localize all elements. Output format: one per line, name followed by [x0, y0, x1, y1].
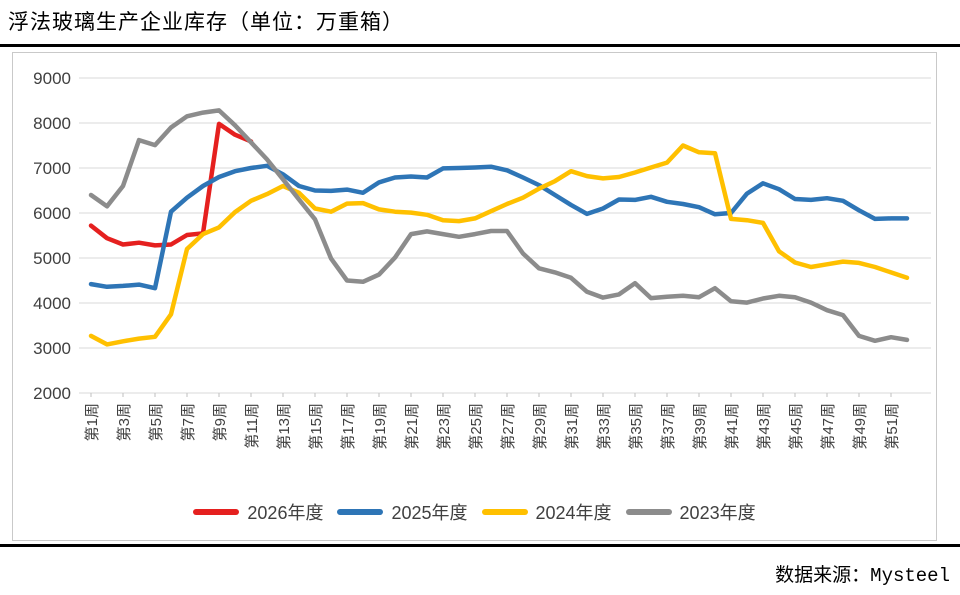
legend-label: 2026年度: [247, 503, 324, 523]
series-line-2024年度: [88, 143, 910, 347]
x-tick-label: 第29周: [531, 403, 549, 450]
series-line-2026年度: [88, 121, 254, 248]
chart-legend: 2026年度 2025年度 2024年度 2023年度: [13, 499, 936, 525]
x-tick-label: 第45周: [787, 403, 805, 450]
legend-line-swatch: [481, 509, 528, 515]
legend-label: 2025年度: [391, 503, 468, 523]
legend-item-2024年度: 2024年度: [481, 499, 612, 525]
chart-container: 9000 8000 7000 6000 5000 4000 3000 2000 第1周 第3周 第5…: [12, 52, 937, 541]
x-tick-label: 第43周: [755, 403, 773, 450]
x-tick-label: 第7周: [179, 403, 197, 441]
legend-line-swatch: [625, 509, 672, 515]
x-tick-label: 第5周: [147, 403, 165, 441]
x-tick-label: 第23周: [435, 403, 453, 450]
legend-label: 2023年度: [679, 503, 756, 523]
y-tick-label-5000: 5000: [33, 249, 71, 268]
series-line-2025年度: [88, 163, 910, 291]
y-tick-label-9000: 9000: [33, 69, 71, 88]
x-tick-label: 第3周: [115, 403, 133, 441]
x-tick-label: 第35周: [627, 403, 645, 450]
x-tick-label: 第27周: [499, 403, 517, 450]
x-tick-label: 第19周: [371, 403, 389, 450]
x-tick-label: 第9周: [211, 403, 229, 441]
data-source-note: 数据来源：Mysteel: [775, 565, 950, 587]
x-tick-label: 第17周: [339, 403, 357, 450]
x-tick-label: 第37周: [659, 403, 677, 450]
x-tick-label: 第41周: [723, 403, 741, 450]
x-tick-label: 第1周: [83, 403, 101, 441]
x-tick-label: 第31周: [563, 403, 581, 450]
legend-item-2025年度: 2025年度: [337, 499, 468, 525]
y-tick-label-3000: 3000: [33, 339, 71, 358]
y-tick-label-6000: 6000: [33, 204, 71, 223]
x-tick-label: 第33周: [595, 403, 613, 450]
x-tick-label: 第49周: [851, 403, 869, 450]
legend-line-swatch: [193, 509, 240, 515]
y-tick-label-4000: 4000: [33, 294, 71, 313]
bottom-divider-rule: [0, 544, 960, 547]
page-title: 浮法玻璃生产企业库存（单位：万重箱）: [8, 10, 404, 34]
series-line-2023年度: [88, 108, 910, 344]
x-tick-label: 第13周: [275, 403, 293, 450]
legend-item-2026年度: 2026年度: [193, 499, 323, 525]
x-tick-label: 第47周: [819, 403, 837, 450]
y-tick-label-2000: 2000: [33, 384, 71, 403]
y-tick-label-8000: 8000: [33, 114, 71, 133]
legend-line-swatch: [337, 509, 384, 515]
x-tick-label: 第21周: [403, 403, 421, 450]
top-divider-rule: [0, 44, 960, 47]
legend-item-2023年度: 2023年度: [625, 499, 756, 525]
x-tick-label: 第39周: [691, 403, 709, 450]
legend-label: 2024年度: [535, 503, 612, 523]
x-tick-label: 第51周: [883, 403, 901, 450]
x-tick-label: 第25周: [467, 403, 485, 450]
x-tick-label: 第15周: [307, 403, 325, 450]
y-tick-label-7000: 7000: [33, 159, 71, 178]
x-tick-label: 第11周: [243, 403, 261, 449]
